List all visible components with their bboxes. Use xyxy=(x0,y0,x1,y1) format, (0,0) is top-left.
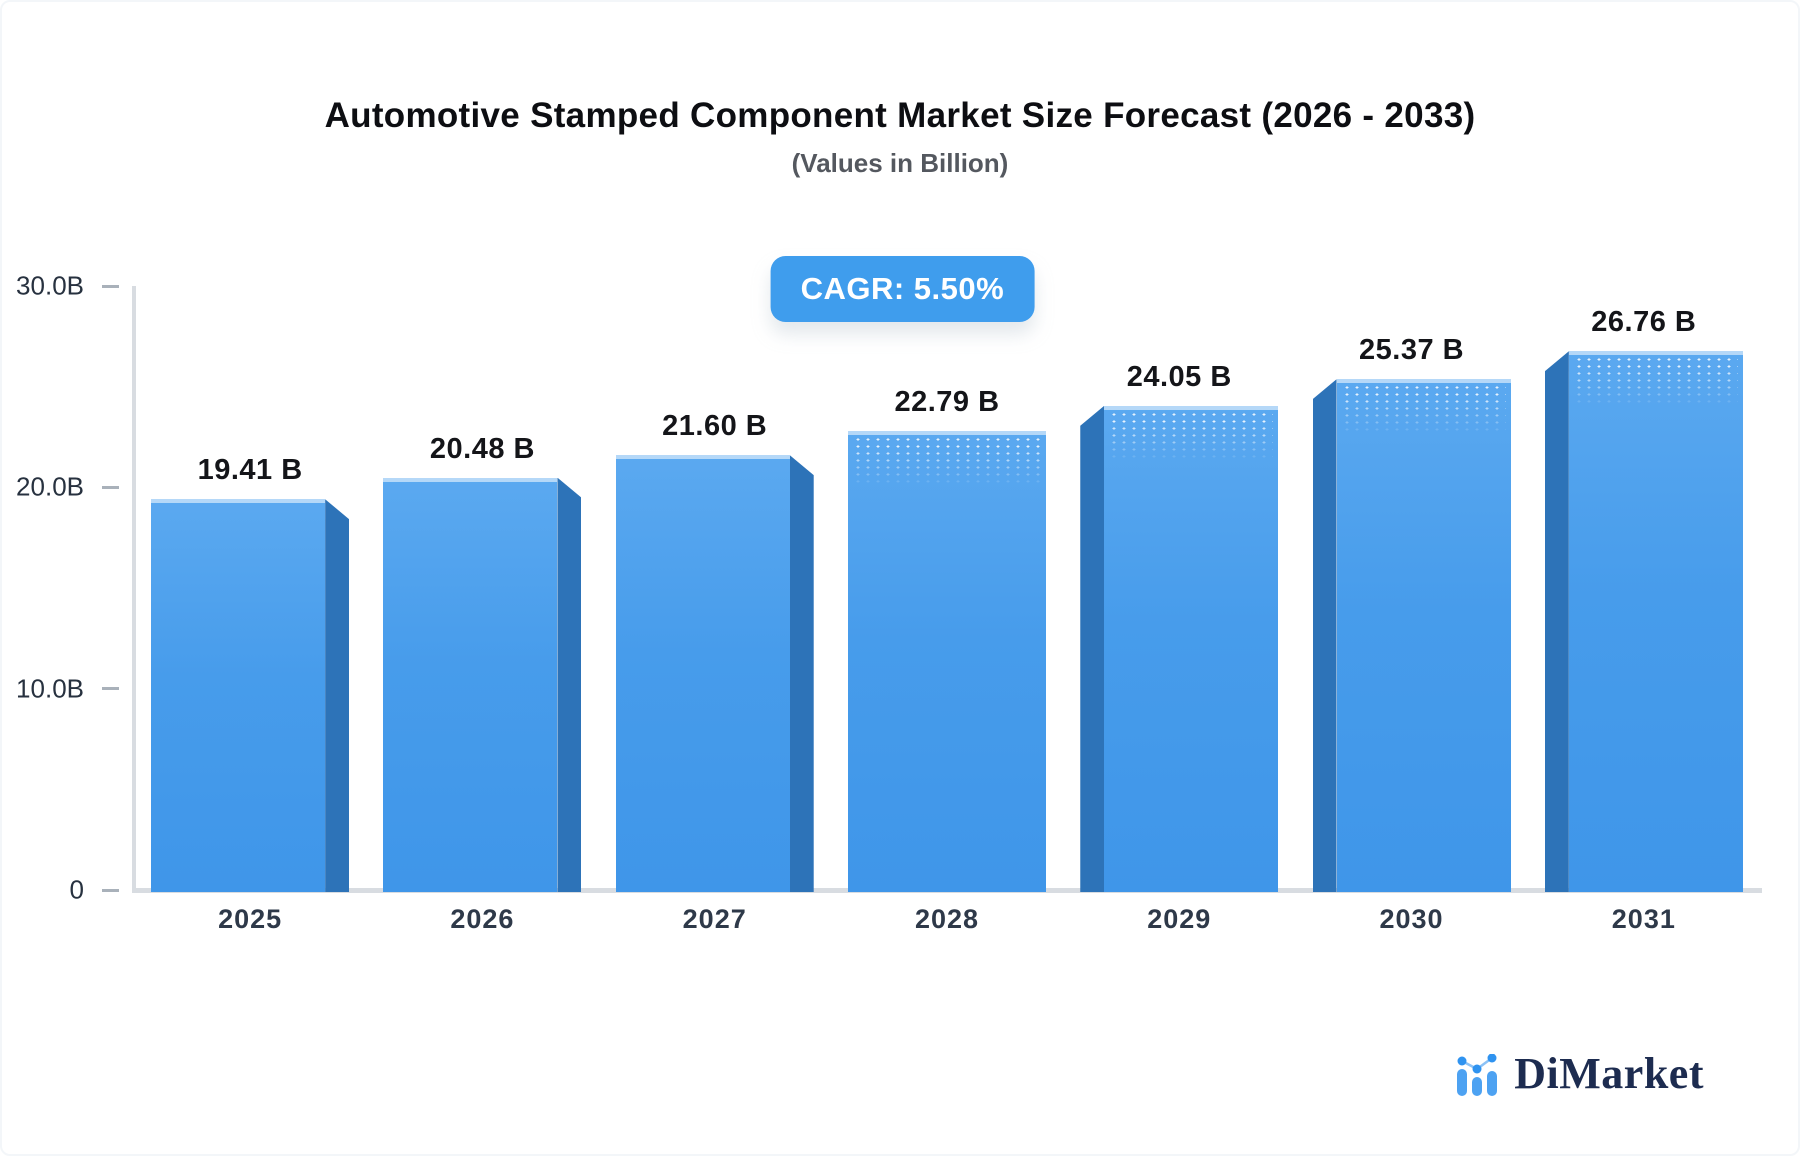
bar-top-dots-texture xyxy=(1573,356,1738,409)
bar-slot: 25.37 B xyxy=(1295,286,1527,892)
brand-logo: DiMarket xyxy=(1456,1052,1704,1096)
bar-2027: 21.60 B xyxy=(615,410,814,892)
bar-chart-logo-icon xyxy=(1457,1054,1498,1096)
bar-face xyxy=(1568,351,1743,892)
bar-side-face xyxy=(1080,405,1105,892)
bar-value-label: 19.41 B xyxy=(197,454,303,487)
bar-top-dots-texture xyxy=(852,436,1041,489)
bars-area: 19.41 B 20.48 B 21.60 B 22.79 B 24.05 B 25.37… xyxy=(134,286,1760,892)
chart-subtitle: (Values in Billion) xyxy=(791,148,1009,178)
y-tick-dash xyxy=(102,687,119,691)
bar-slot: 22.79 B xyxy=(831,286,1063,892)
x-tick-label: 2025 xyxy=(218,904,283,934)
bar-top-dots-texture xyxy=(1341,384,1506,437)
y-tick-label: 30.0B xyxy=(16,270,84,301)
bar-2028: 22.79 B xyxy=(847,386,1046,892)
x-tick-label: 2026 xyxy=(450,904,515,934)
bar-slot: 26.76 B xyxy=(1528,286,1760,892)
bar-face xyxy=(847,431,1046,892)
bar-2025: 19.41 B xyxy=(151,454,350,892)
bar-2029: 24.05 B xyxy=(1080,361,1279,892)
x-tick-label: 2027 xyxy=(682,904,747,934)
x-tick-label: 2029 xyxy=(1147,904,1212,934)
x-axis-labels: 2025 2026 2027 2028 2029 2030 2031 xyxy=(134,904,1760,935)
bar-side-face xyxy=(1312,379,1337,892)
x-tick-label: 2030 xyxy=(1379,904,1444,934)
bar-face xyxy=(383,477,558,892)
x-tick-label: 2031 xyxy=(1611,904,1676,934)
bar-slot: 21.60 B xyxy=(599,286,831,892)
bar-side-face xyxy=(1544,351,1569,892)
bar-face xyxy=(1336,379,1511,892)
y-tick-label: 10.0B xyxy=(16,673,84,704)
y-tick-label: 0 xyxy=(69,874,84,905)
bar-side-face xyxy=(789,455,814,892)
bar-value-label: 24.05 B xyxy=(1126,360,1232,393)
x-tick-label: 2028 xyxy=(914,904,980,934)
bar-slot: 20.48 B xyxy=(366,286,598,892)
y-tick-dash xyxy=(102,284,119,288)
y-tick-dash xyxy=(102,485,119,489)
bar-slot: 24.05 B xyxy=(1063,286,1295,892)
brand-name: DiMarket xyxy=(1514,1049,1704,1098)
bar-2030: 25.37 B xyxy=(1312,334,1511,892)
bar-face xyxy=(615,455,790,892)
y-axis-line xyxy=(132,286,136,892)
chart-title: Automotive Stamped Component Market Size… xyxy=(324,96,1476,135)
y-tick-label: 20.0B xyxy=(16,471,84,502)
bar-2031: 26.76 B xyxy=(1544,306,1743,892)
bar-face xyxy=(1104,405,1279,892)
bar-value-label: 20.48 B xyxy=(429,432,535,465)
bar-side-face xyxy=(325,499,350,892)
bar-value-label: 26.76 B xyxy=(1591,306,1697,339)
bar-2026: 20.48 B xyxy=(383,433,582,892)
bar-face xyxy=(151,499,326,892)
bar-value-label: 22.79 B xyxy=(894,386,1000,419)
y-tick-dash xyxy=(102,888,119,892)
bar-value-label: 21.60 B xyxy=(662,410,768,443)
bar-top-dots-texture xyxy=(1109,410,1274,463)
bar-value-label: 25.37 B xyxy=(1359,334,1465,367)
cagr-badge: CAGR: 5.50% xyxy=(770,256,1035,322)
bar-side-face xyxy=(557,477,582,892)
bar-slot: 19.41 B xyxy=(134,286,366,892)
